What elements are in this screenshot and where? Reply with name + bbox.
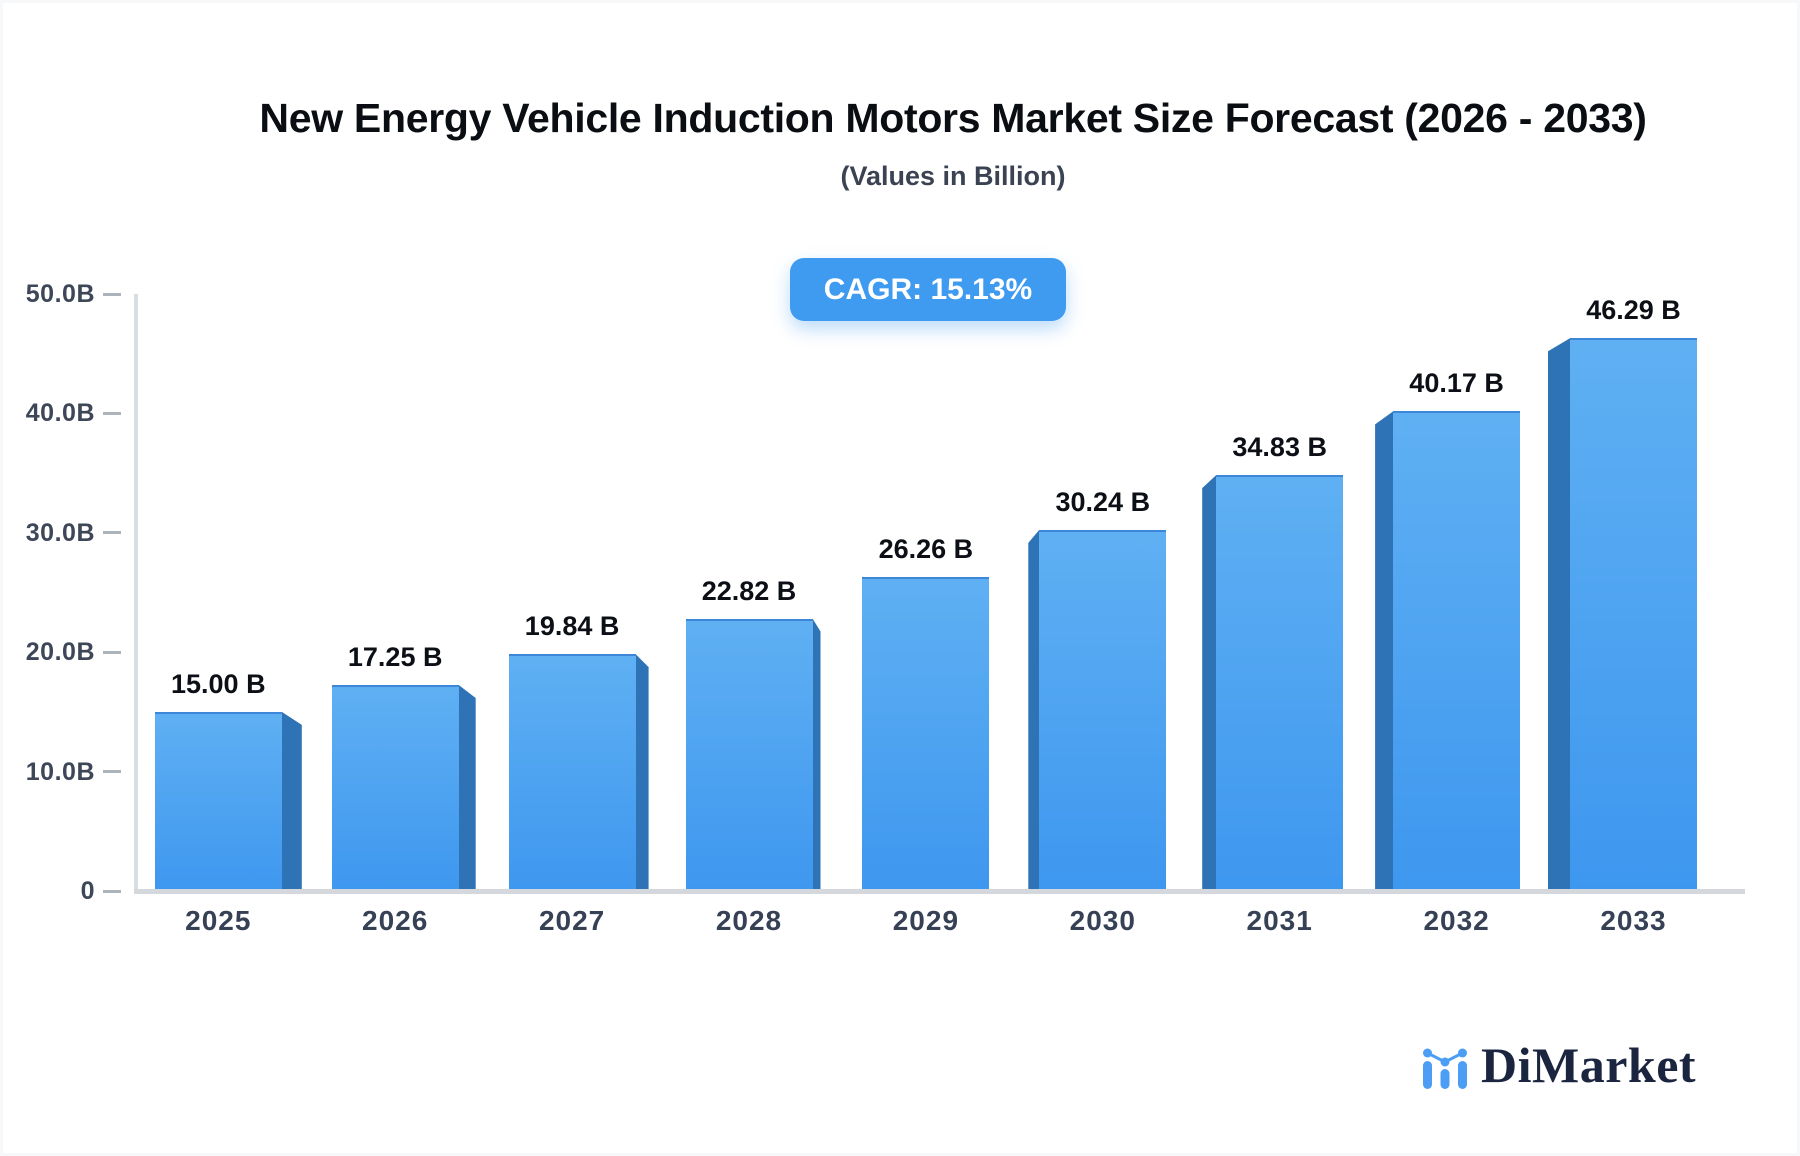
bar-value-label: 30.24 B [1055, 486, 1151, 517]
bar-side-2032 [1375, 411, 1394, 892]
x-axis-label-2030: 2030 [1069, 905, 1136, 936]
cagr-badge: CAGR: 15.13% [790, 258, 1066, 321]
bar-2029 [862, 577, 990, 894]
y-tick-mark [103, 770, 121, 774]
bar-value-label: 34.83 B [1232, 432, 1327, 463]
mini-bar-line-chart-icon [1423, 1048, 1467, 1089]
x-axis-label-2033: 2033 [1600, 905, 1667, 936]
bar-side-2031 [1202, 475, 1217, 892]
y-tick-label: 20.0B [25, 638, 95, 667]
bar-2027 [508, 654, 636, 894]
bar-2028 [685, 618, 813, 894]
x-axis-label-2027: 2027 [538, 905, 606, 936]
x-axis-label-2028: 2028 [715, 905, 783, 936]
bar-value-label: 40.17 B [1409, 368, 1504, 399]
bar-2025 [154, 711, 282, 894]
bar-value-label: 26.26 B [878, 534, 974, 565]
bar-side-2027 [635, 654, 649, 892]
dimarket-logo: DiMarket [1423, 1039, 1696, 1091]
bar-side-2028 [812, 618, 821, 892]
y-tick-label: 40.0B [25, 399, 95, 428]
bar-2026 [331, 685, 459, 894]
y-axis-line [134, 294, 138, 894]
chart-subtitle: (Values in Billion) [840, 161, 1066, 191]
dimarket-logo-text: DiMarket [1481, 1037, 1697, 1093]
bar-2030 [1039, 529, 1167, 894]
x-axis-label-2031: 2031 [1246, 905, 1313, 936]
bar-value-label: 17.25 B [347, 642, 443, 673]
cagr-badge-label: CAGR: 15.13% [823, 272, 1033, 306]
x-axis-label-2026: 2026 [362, 905, 429, 936]
bar-value-label: 46.29 B [1586, 295, 1681, 326]
x-axis-label-2029: 2029 [892, 905, 960, 936]
y-tick-mark [103, 650, 121, 654]
x-axis-label-2025: 2025 [185, 905, 252, 936]
bar-value-label: 19.84 B [524, 611, 620, 642]
bar-side-2033 [1548, 338, 1570, 892]
y-tick-label: 50.0B [25, 280, 95, 308]
bar-value-label: 22.82 B [701, 575, 797, 606]
bar-side-2030 [1028, 529, 1040, 892]
y-tick-mark [103, 292, 121, 296]
y-tick-label: 10.0B [25, 757, 95, 786]
bar-2031 [1216, 475, 1344, 894]
y-tick-mark [103, 411, 121, 415]
bar-side-2025 [281, 711, 302, 892]
chart-title: New Energy Vehicle Induction Motors Mark… [259, 95, 1647, 141]
y-tick-label: 0 [80, 877, 95, 905]
y-tick-mark [103, 531, 121, 535]
y-tick-mark [103, 889, 121, 893]
y-tick-label: 30.0B [25, 518, 95, 547]
x-axis-label-2032: 2032 [1423, 905, 1490, 936]
bar-side-2026 [458, 685, 476, 892]
bar-value-label: 15.00 B [171, 668, 266, 699]
x-axis-line [134, 889, 1745, 894]
bar-2033 [1570, 338, 1697, 894]
bar-2032 [1393, 411, 1521, 894]
